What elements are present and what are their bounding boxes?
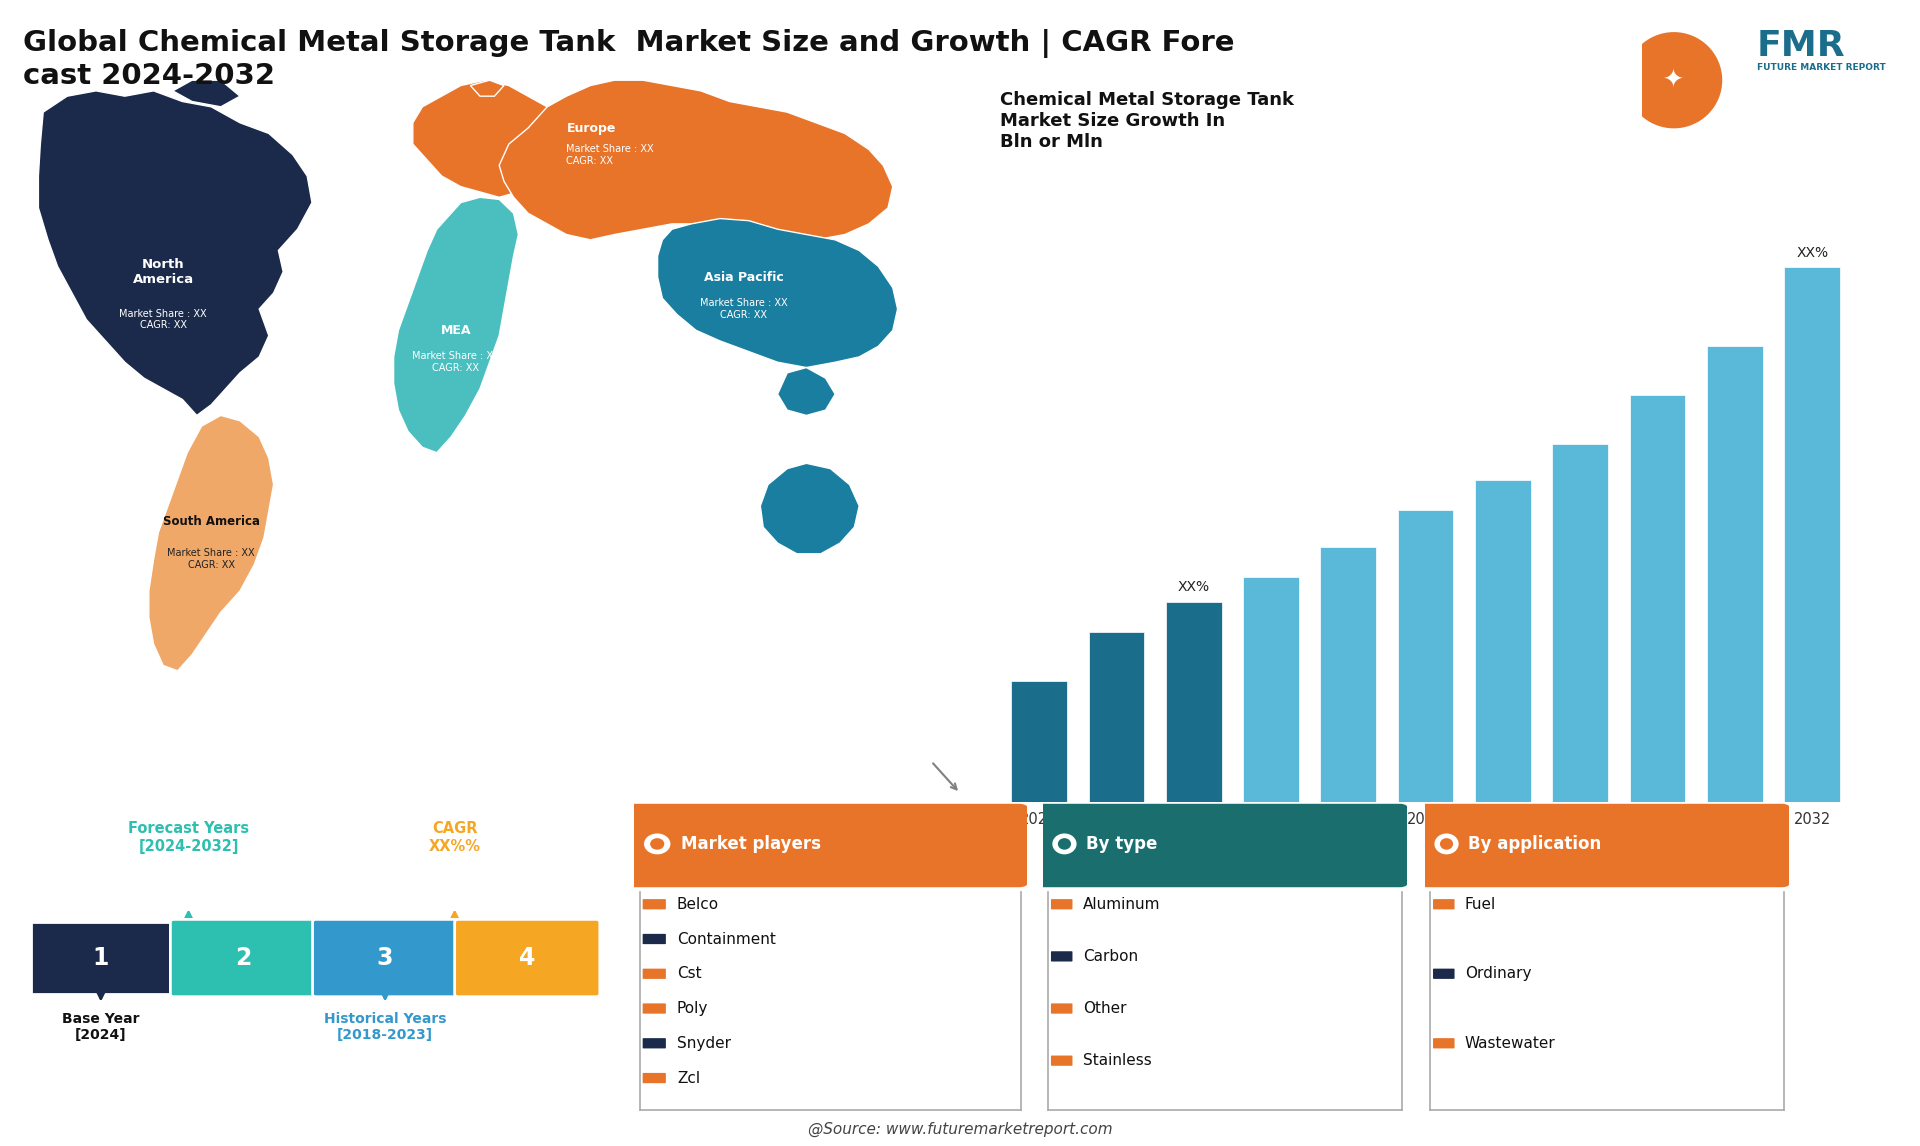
FancyBboxPatch shape <box>643 968 666 979</box>
FancyBboxPatch shape <box>1432 968 1455 979</box>
Circle shape <box>651 838 664 849</box>
Text: ✦: ✦ <box>1663 69 1684 92</box>
Text: Market Share : XX
CAGR: XX: Market Share : XX CAGR: XX <box>413 352 499 372</box>
Text: By type: By type <box>1087 835 1158 853</box>
Polygon shape <box>413 80 566 197</box>
Text: Asia Pacific: Asia Pacific <box>705 270 783 283</box>
FancyBboxPatch shape <box>1033 803 1409 887</box>
Text: Historical Years
[2018-2023]: Historical Years [2018-2023] <box>324 1012 445 1043</box>
FancyBboxPatch shape <box>1415 803 1791 887</box>
Polygon shape <box>499 80 893 240</box>
Polygon shape <box>778 368 835 416</box>
FancyBboxPatch shape <box>1050 900 1073 910</box>
FancyBboxPatch shape <box>643 934 666 944</box>
Text: Poly: Poly <box>678 1000 708 1017</box>
Text: XX%: XX% <box>1177 580 1210 595</box>
Polygon shape <box>394 197 518 453</box>
Text: Wastewater: Wastewater <box>1465 1036 1555 1051</box>
Bar <box>1707 346 1763 802</box>
Text: 1: 1 <box>92 947 109 970</box>
Polygon shape <box>150 416 273 670</box>
Bar <box>1553 444 1609 802</box>
Circle shape <box>1440 838 1453 849</box>
Text: Europe: Europe <box>566 121 616 134</box>
Bar <box>1089 633 1144 802</box>
Text: North
America: North America <box>132 258 194 285</box>
FancyBboxPatch shape <box>643 1073 666 1083</box>
Polygon shape <box>760 463 860 554</box>
Text: South America: South America <box>163 516 259 528</box>
FancyBboxPatch shape <box>1050 1004 1073 1014</box>
Circle shape <box>1432 832 1461 856</box>
Text: Base Year
[2024]: Base Year [2024] <box>61 1012 140 1043</box>
Text: MEA: MEA <box>442 324 470 337</box>
Text: Market players: Market players <box>682 835 822 853</box>
Text: FUTURE MARKET REPORT: FUTURE MARKET REPORT <box>1757 63 1885 72</box>
Circle shape <box>1626 32 1722 128</box>
Text: 2: 2 <box>234 947 252 970</box>
Text: FMR: FMR <box>1757 29 1845 63</box>
Text: Chemical Metal Storage Tank
Market Size Growth In
Bln or Mln: Chemical Metal Storage Tank Market Size … <box>1000 91 1294 150</box>
Bar <box>1321 547 1377 802</box>
Text: Global Chemical Metal Storage Tank  Market Size and Growth | CAGR Fore
cast 2024: Global Chemical Metal Storage Tank Marke… <box>23 29 1235 91</box>
Text: Aluminum: Aluminum <box>1083 896 1160 912</box>
Bar <box>1012 681 1068 802</box>
Bar <box>1165 602 1221 802</box>
FancyBboxPatch shape <box>1050 1055 1073 1066</box>
Text: Market Share : XX
CAGR: XX: Market Share : XX CAGR: XX <box>566 144 655 165</box>
Circle shape <box>1058 838 1071 849</box>
FancyBboxPatch shape <box>1432 1038 1455 1049</box>
Text: Containment: Containment <box>678 932 776 947</box>
FancyBboxPatch shape <box>313 919 457 997</box>
Text: @Source: www.futuremarketreport.com: @Source: www.futuremarketreport.com <box>808 1122 1112 1137</box>
Text: Snyder: Snyder <box>678 1036 732 1051</box>
FancyBboxPatch shape <box>643 1004 666 1014</box>
Text: CAGR
XX%%: CAGR XX%% <box>428 822 480 854</box>
Bar <box>1398 510 1453 802</box>
FancyBboxPatch shape <box>1432 900 1455 910</box>
Text: Forecast Years
[2024-2032]: Forecast Years [2024-2032] <box>129 822 250 854</box>
Bar <box>1784 267 1839 802</box>
Text: Other: Other <box>1083 1000 1127 1017</box>
FancyBboxPatch shape <box>624 803 1029 887</box>
Text: 4: 4 <box>518 947 536 970</box>
Circle shape <box>1050 832 1079 856</box>
Text: By application: By application <box>1469 835 1601 853</box>
Circle shape <box>643 832 672 856</box>
FancyBboxPatch shape <box>643 1038 666 1049</box>
Polygon shape <box>470 80 503 96</box>
FancyBboxPatch shape <box>171 919 315 997</box>
Text: Market Share : XX
CAGR: XX: Market Share : XX CAGR: XX <box>119 309 207 330</box>
Text: Ordinary: Ordinary <box>1465 966 1532 981</box>
Text: XX%: XX% <box>1795 246 1828 260</box>
Text: Stainless: Stainless <box>1083 1053 1152 1068</box>
Text: Market Share : XX
CAGR: XX: Market Share : XX CAGR: XX <box>701 298 787 320</box>
FancyBboxPatch shape <box>31 921 171 994</box>
Text: Zcl: Zcl <box>678 1070 701 1085</box>
Text: Carbon: Carbon <box>1083 949 1139 964</box>
Polygon shape <box>173 80 240 107</box>
FancyBboxPatch shape <box>455 919 599 997</box>
FancyBboxPatch shape <box>1050 951 1073 961</box>
Polygon shape <box>659 219 899 368</box>
Text: 3: 3 <box>376 947 394 970</box>
FancyBboxPatch shape <box>643 900 666 910</box>
Polygon shape <box>38 91 311 416</box>
Text: Fuel: Fuel <box>1465 896 1496 912</box>
Text: Cst: Cst <box>678 966 701 981</box>
Bar <box>1475 480 1530 802</box>
Bar <box>1242 578 1298 802</box>
Bar <box>1630 395 1686 802</box>
Text: Market Share : XX
CAGR: XX: Market Share : XX CAGR: XX <box>167 548 255 570</box>
Text: Belco: Belco <box>678 896 718 912</box>
